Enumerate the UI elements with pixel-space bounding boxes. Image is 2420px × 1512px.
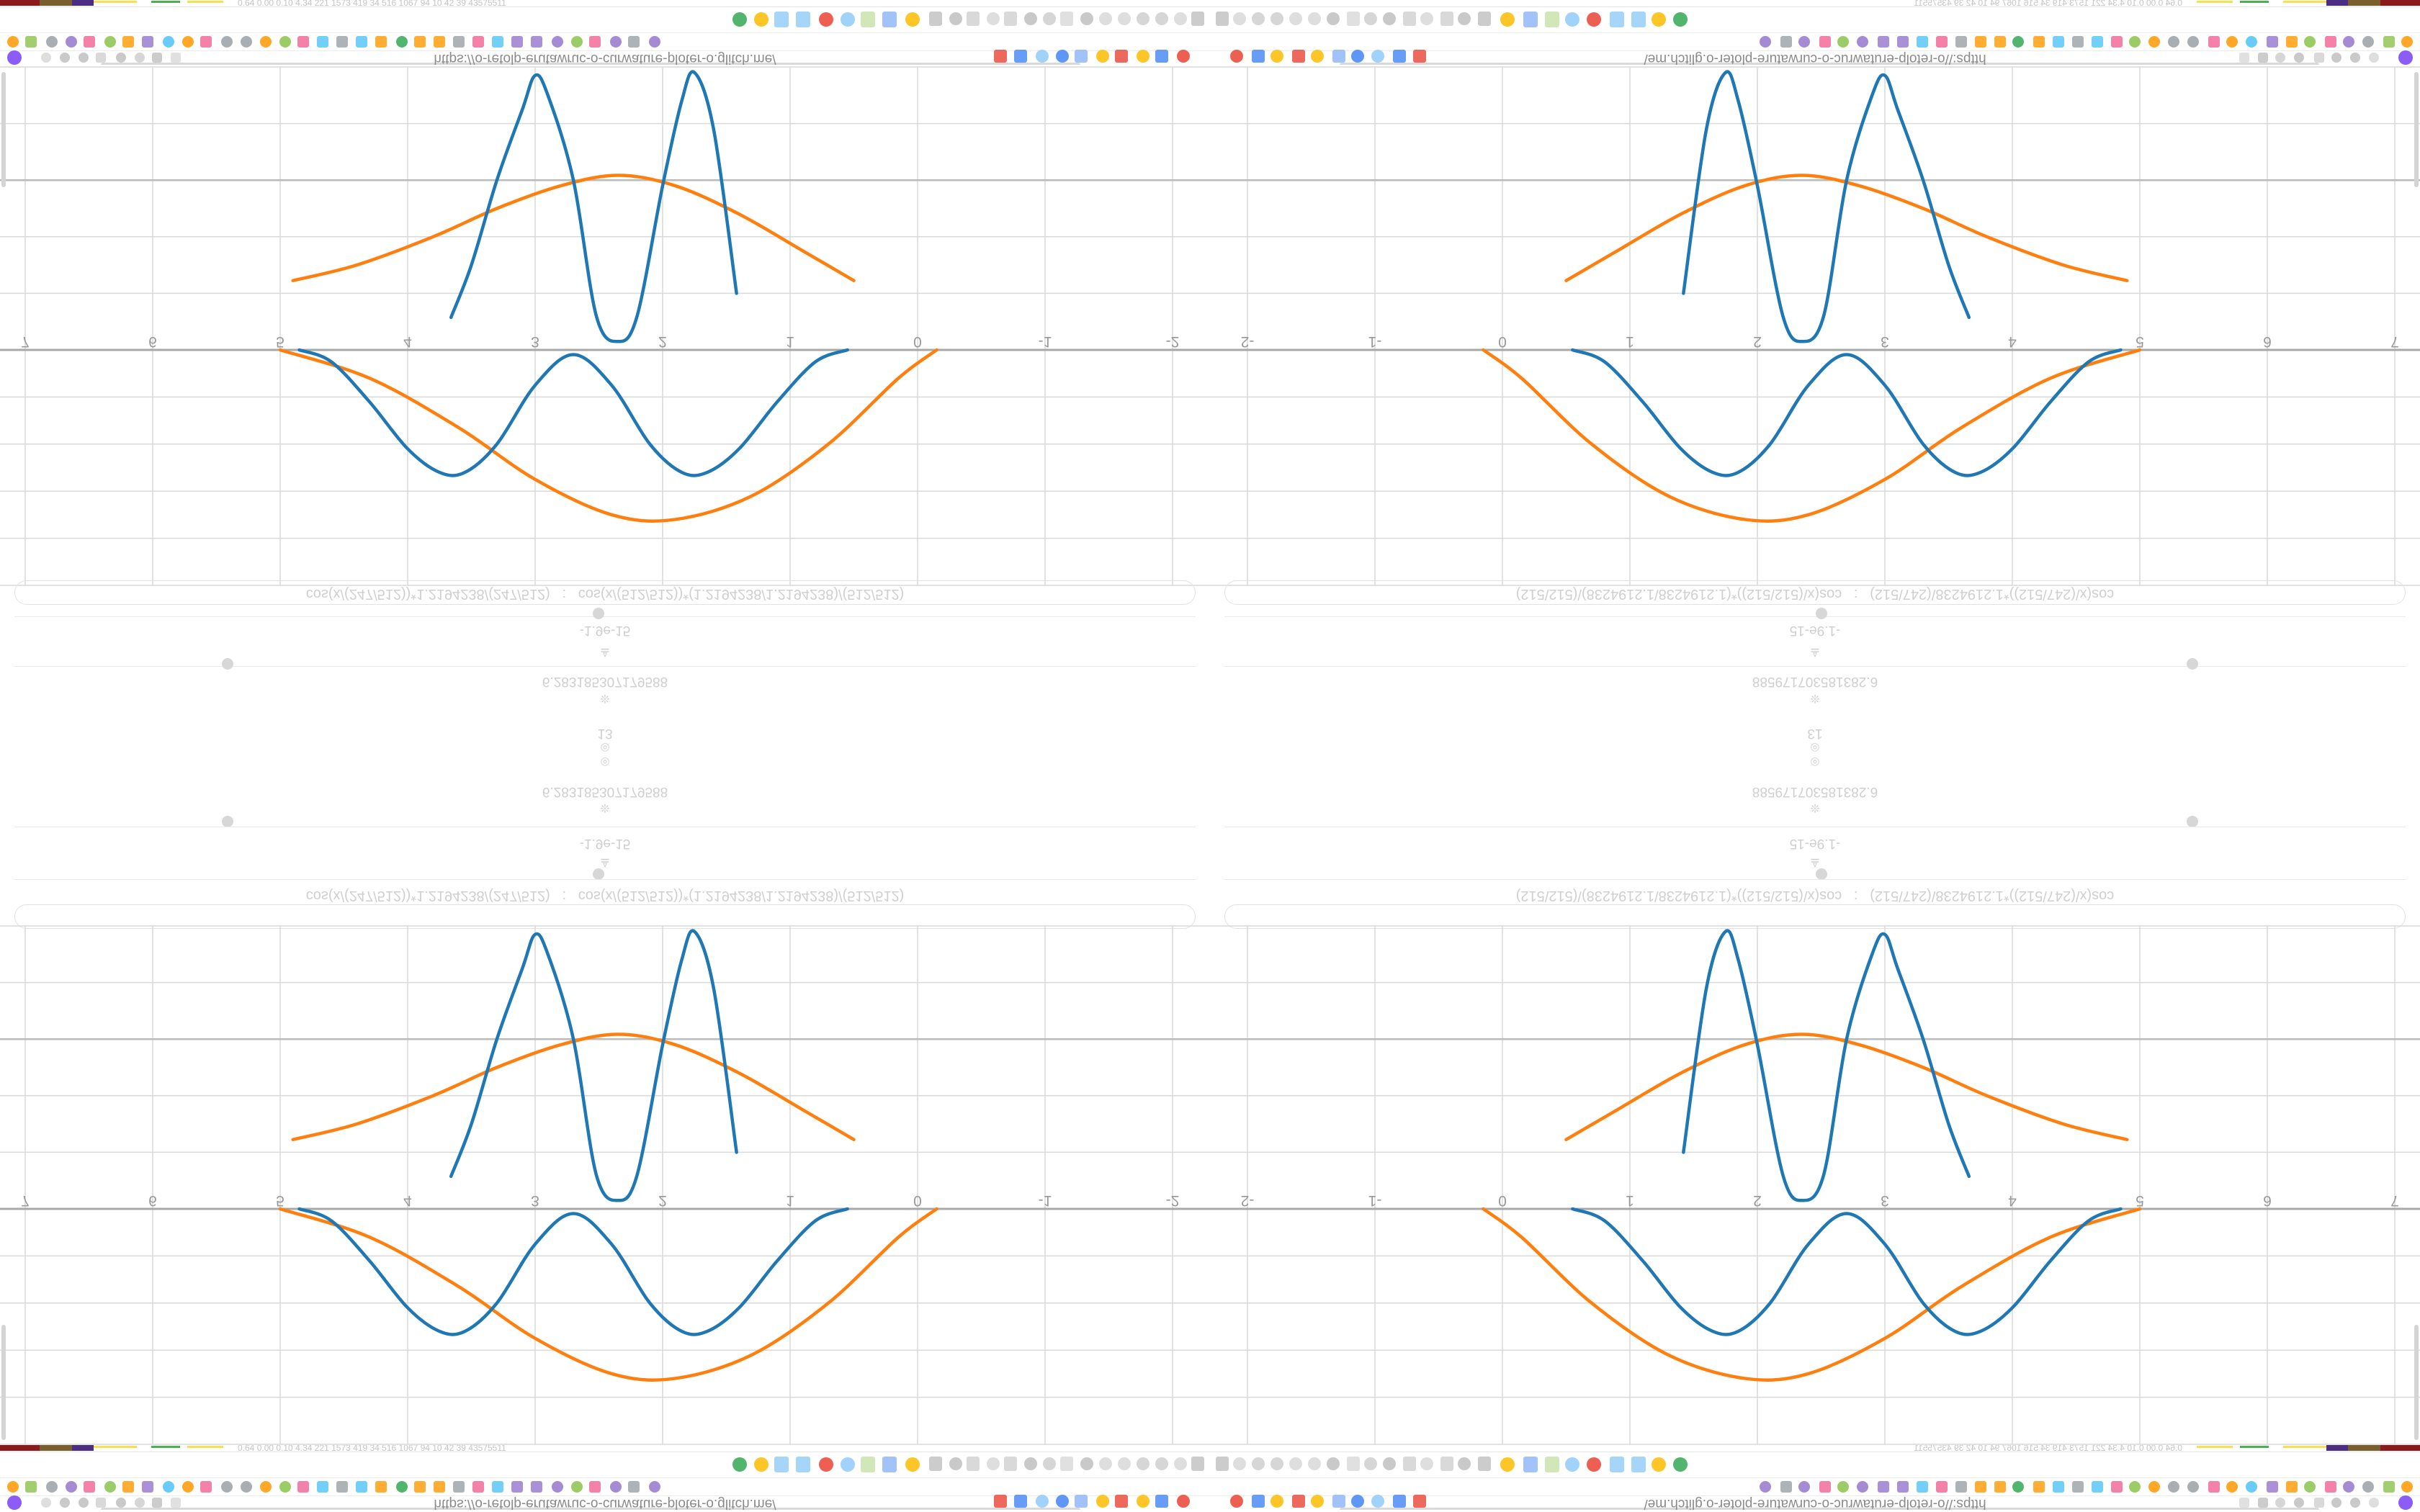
svg-text:5: 5 bbox=[2136, 333, 2144, 350]
svg-text:2: 2 bbox=[1753, 333, 1762, 350]
svg-text:-1: -1 bbox=[1039, 1192, 1052, 1209]
svg-text:5: 5 bbox=[276, 1192, 284, 1209]
svg-text:2: 2 bbox=[1753, 1192, 1762, 1209]
svg-text:-1: -1 bbox=[1368, 333, 1382, 350]
svg-text:0: 0 bbox=[1498, 333, 1507, 350]
svg-text:3: 3 bbox=[531, 333, 539, 350]
svg-text:-1: -1 bbox=[1039, 333, 1052, 350]
svg-text:0: 0 bbox=[913, 1192, 922, 1209]
svg-text:3: 3 bbox=[1881, 333, 1889, 350]
svg-text:0: 0 bbox=[913, 333, 922, 350]
svg-text:4: 4 bbox=[2008, 1192, 2017, 1209]
svg-text:-2: -2 bbox=[1166, 333, 1180, 350]
svg-text:1: 1 bbox=[1626, 333, 1634, 350]
svg-text:3: 3 bbox=[1881, 1192, 1889, 1209]
svg-text:-2: -2 bbox=[1241, 1192, 1255, 1209]
svg-text:7: 7 bbox=[21, 333, 30, 350]
svg-text:6: 6 bbox=[2263, 333, 2272, 350]
svg-text:1: 1 bbox=[786, 333, 794, 350]
svg-text:-2: -2 bbox=[1166, 1192, 1180, 1209]
svg-text:3: 3 bbox=[531, 1192, 539, 1209]
svg-text:6: 6 bbox=[148, 1192, 157, 1209]
svg-text:4: 4 bbox=[403, 1192, 412, 1209]
svg-text:7: 7 bbox=[2390, 333, 2399, 350]
svg-text:2: 2 bbox=[658, 1192, 667, 1209]
svg-text:6: 6 bbox=[148, 333, 157, 350]
svg-text:5: 5 bbox=[276, 333, 284, 350]
svg-text:6: 6 bbox=[2263, 1192, 2272, 1209]
svg-text:0: 0 bbox=[1498, 1192, 1507, 1209]
svg-text:2: 2 bbox=[658, 333, 667, 350]
svg-text:4: 4 bbox=[2008, 333, 2017, 350]
svg-text:1: 1 bbox=[786, 1192, 794, 1209]
svg-text:1: 1 bbox=[1626, 1192, 1634, 1209]
svg-text:7: 7 bbox=[2390, 1192, 2399, 1209]
svg-text:7: 7 bbox=[21, 1192, 30, 1209]
svg-text:5: 5 bbox=[2136, 1192, 2144, 1209]
svg-text:-2: -2 bbox=[1241, 333, 1255, 350]
svg-text:4: 4 bbox=[403, 333, 412, 350]
svg-text:-1: -1 bbox=[1368, 1192, 1382, 1209]
